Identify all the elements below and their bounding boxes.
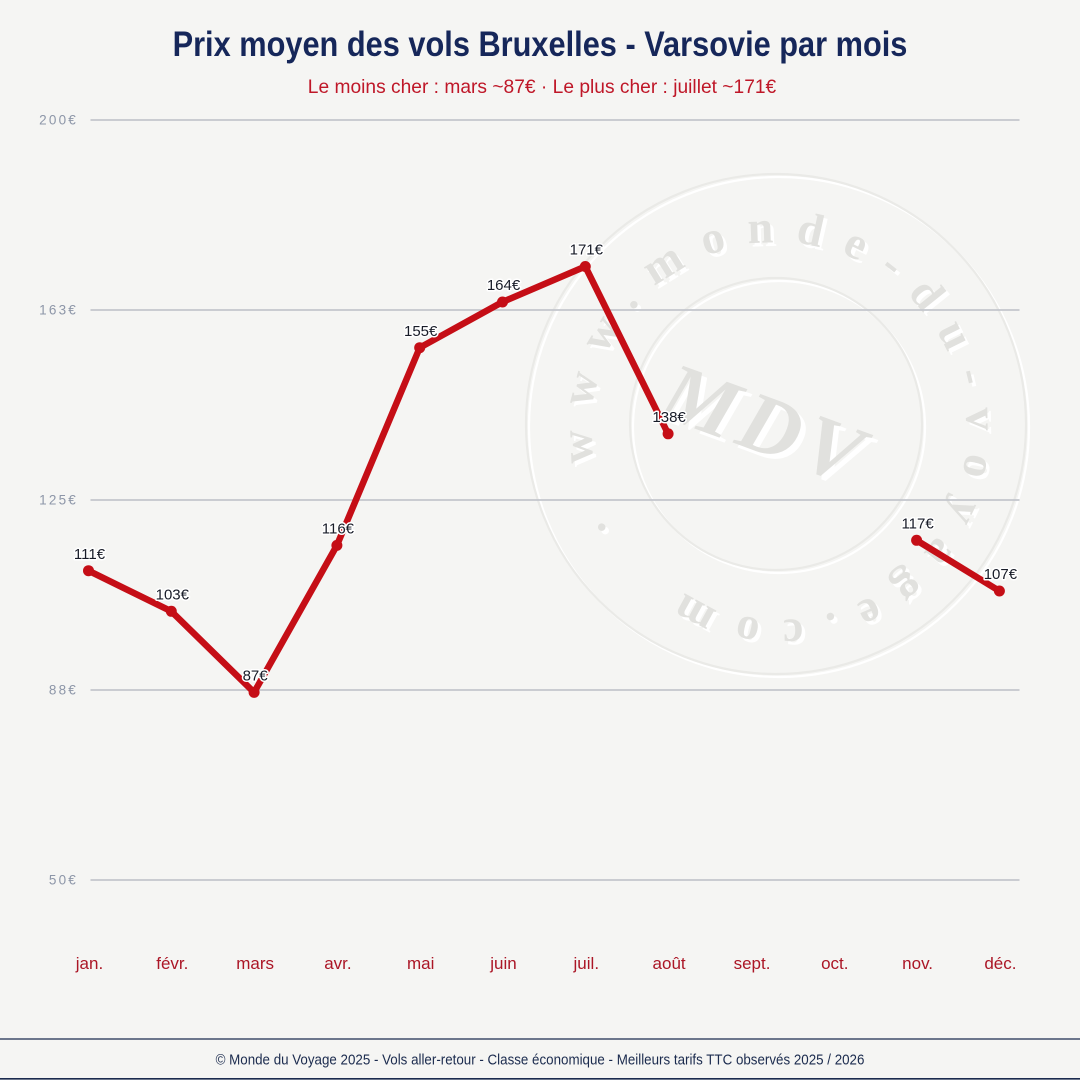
svg-text:oct.: oct. [821,954,848,973]
svg-text:Prix moyen des vols Bruxelles: Prix moyen des vols Bruxelles - Varsovie… [173,25,908,65]
svg-text:avr.: avr. [324,954,351,973]
svg-text:déc.: déc. [984,954,1016,973]
svg-text:171€: 171€ [570,242,604,259]
svg-text:juin: juin [489,954,516,973]
svg-text:155€: 155€ [404,323,438,340]
svg-text:sept.: sept. [734,954,771,973]
svg-text:117€: 117€ [901,516,934,533]
svg-text:103€: 103€ [156,587,190,604]
svg-text:© Monde du Voyage 2025 - Vols: © Monde du Voyage 2025 - Vols aller-reto… [216,1051,865,1068]
svg-text:87€: 87€ [243,668,269,685]
svg-text:août: août [653,954,686,973]
svg-text:Le moins cher : mars ~87€ · Le: Le moins cher : mars ~87€ · Le plus cher… [308,76,777,98]
svg-text:111€: 111€ [74,546,106,563]
svg-text:juil.: juil. [573,954,600,973]
svg-text:164€: 164€ [487,277,521,294]
svg-text:jan.: jan. [75,954,103,973]
svg-text:mai: mai [407,954,434,973]
svg-text:163€: 163€ [39,303,78,318]
svg-text:88€: 88€ [49,683,78,698]
svg-text:50€: 50€ [49,873,78,888]
svg-text:116€: 116€ [322,521,355,538]
svg-text:févr.: févr. [156,954,188,973]
svg-text:125€: 125€ [39,493,78,508]
svg-text:138€: 138€ [652,409,686,426]
svg-text:mars: mars [236,954,274,973]
svg-text:nov.: nov. [902,954,933,973]
svg-text:107€: 107€ [984,566,1018,583]
svg-text:200€: 200€ [39,113,78,128]
